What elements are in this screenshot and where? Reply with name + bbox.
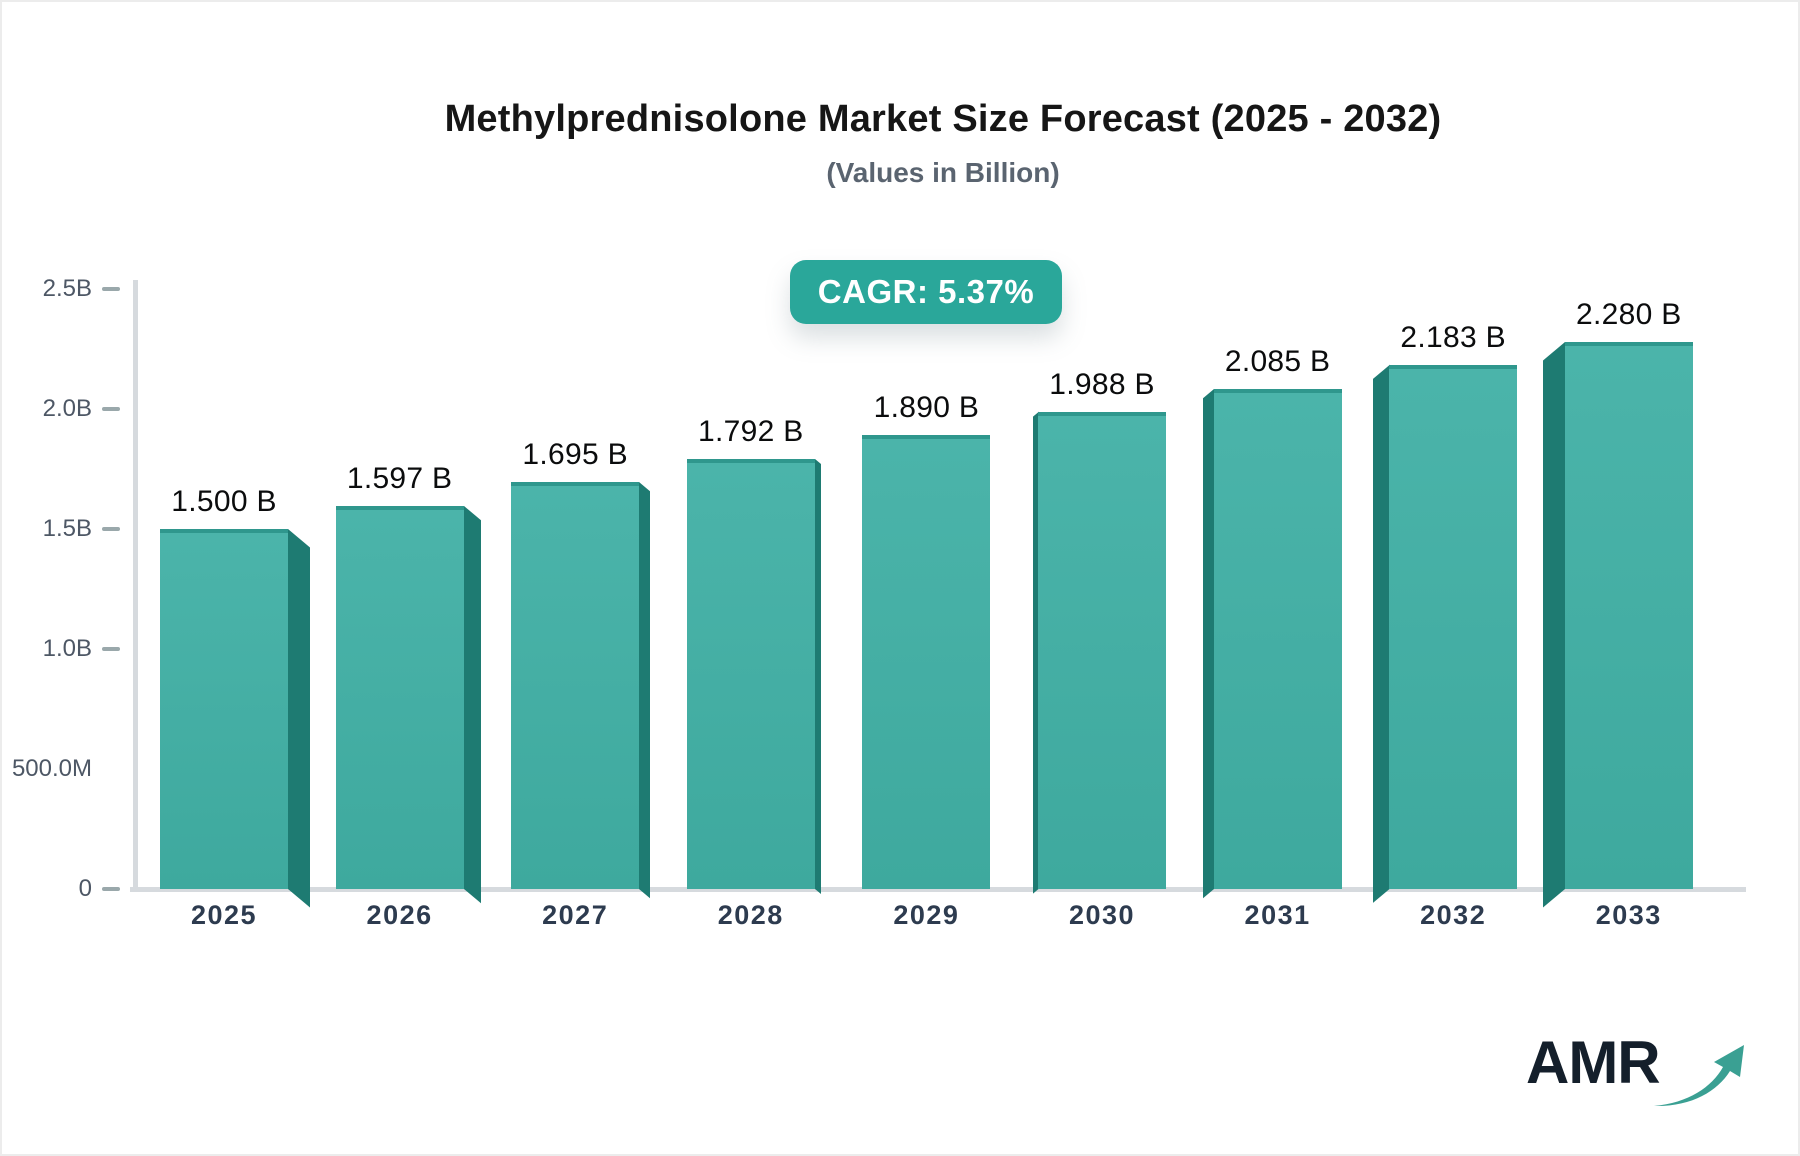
bar xyxy=(335,505,464,889)
y-axis-line xyxy=(133,280,138,892)
bar xyxy=(1389,365,1518,889)
chart-subtitle: (Values in Billion) xyxy=(826,157,1060,188)
x-axis-line xyxy=(130,887,1746,892)
x-axis-label: 2025 xyxy=(190,900,258,930)
bar xyxy=(686,458,815,889)
bar-value-label: 1.695 B xyxy=(522,438,628,472)
x-axis-label: 2031 xyxy=(1244,900,1311,930)
amr-logo: AMR xyxy=(1526,1032,1756,1110)
y-axis-tick-mark xyxy=(102,887,120,891)
bar-side-face xyxy=(288,529,310,908)
bar xyxy=(1564,341,1693,889)
growth-arrow-icon xyxy=(1653,1045,1744,1107)
bar-side-face xyxy=(1202,388,1214,899)
x-axis-label: 2028 xyxy=(717,900,784,930)
bar xyxy=(1038,411,1166,889)
bar-value-label: 2.183 B xyxy=(1400,321,1506,355)
y-axis-tick-mark xyxy=(102,407,120,411)
y-axis-tick-mark xyxy=(102,527,120,531)
y-axis-tick-label: 1.0B xyxy=(42,635,92,662)
bar-side-face xyxy=(639,482,651,899)
x-axis-label: 2027 xyxy=(542,900,609,930)
x-axis-label: 2030 xyxy=(1068,900,1136,930)
y-axis-tick-mark xyxy=(102,647,120,651)
bar xyxy=(1213,388,1342,889)
amr-logo-text: AMR xyxy=(1526,1029,1661,1096)
y-axis-tick-mark xyxy=(102,287,120,291)
bar-value-label: 1.890 B xyxy=(873,391,980,425)
bar xyxy=(160,529,288,889)
y-axis-tick-label: 2.5B xyxy=(42,275,92,302)
y-axis-tick-label: 0 xyxy=(78,875,92,902)
x-axis-label: 2029 xyxy=(893,900,960,930)
cagr-badge: CAGR: 5.37% xyxy=(790,260,1062,324)
bar-value-label: 2.280 B xyxy=(1576,297,1682,331)
bar-side-face xyxy=(1542,341,1565,908)
bar-side-face xyxy=(814,458,821,894)
bar-value-label: 1.988 B xyxy=(1049,367,1155,401)
x-axis-label: 2026 xyxy=(366,900,433,930)
bar-value-label: 1.500 B xyxy=(171,485,277,518)
x-axis-label: 2033 xyxy=(1595,900,1662,930)
bar-value-label: 1.597 B xyxy=(346,461,453,495)
y-axis-tick-label: 2.0B xyxy=(42,395,92,422)
y-axis-tick-label: 500.0M xyxy=(11,755,92,782)
chart-title: Methylprednisolone Market Size Forecast … xyxy=(444,98,1442,140)
bar-value-label: 1.792 B xyxy=(698,414,804,448)
x-axis-label: 2032 xyxy=(1420,900,1487,930)
bar xyxy=(862,435,991,889)
bar-side-face xyxy=(1372,365,1390,903)
chart-header: Methylprednisolone Market Size Forecast … xyxy=(84,98,1798,189)
y-axis-tick-label: 1.5B xyxy=(42,515,92,542)
bar-value-label: 2.085 B xyxy=(1224,344,1331,378)
bar-side-face xyxy=(463,505,481,903)
bar xyxy=(511,482,640,889)
